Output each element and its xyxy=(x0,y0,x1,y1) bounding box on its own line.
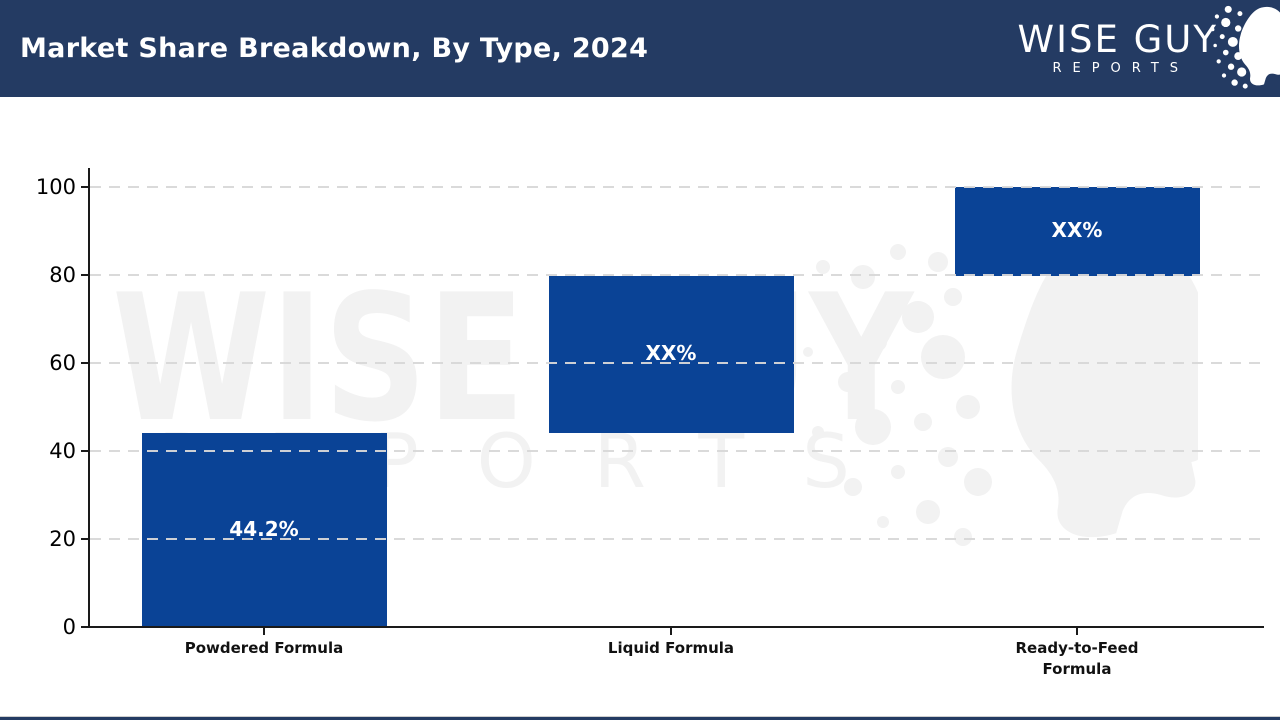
bottom-hairline xyxy=(0,716,1280,717)
x-axis-category-label: Ready-to-Feed Formula xyxy=(1015,639,1139,678)
y-axis-tick-label: 0 xyxy=(62,615,76,639)
x-axis-category-label: Powdered Formula xyxy=(184,639,344,657)
bottom-accent-bar xyxy=(0,717,1280,720)
logo-text: WISE GUY REPORTS xyxy=(1018,21,1218,76)
y-axis-tick-mark xyxy=(81,626,88,628)
x-axis-tick-mark xyxy=(1076,628,1078,635)
x-axis-category-label: Liquid Formula xyxy=(607,639,735,657)
gridline xyxy=(90,186,1264,188)
x-axis-tick-mark xyxy=(670,628,672,635)
y-axis-tick-mark xyxy=(81,362,88,364)
y-axis-tick-label: 100 xyxy=(35,175,76,199)
page-title: Market Share Breakdown, By Type, 2024 xyxy=(20,33,649,64)
y-axis-tick-mark xyxy=(81,274,88,276)
gridline xyxy=(90,362,1264,364)
watermark-face-icon xyxy=(803,223,1198,546)
gridline xyxy=(90,450,1264,452)
y-axis-tick-label: 20 xyxy=(49,527,76,551)
y-axis-line xyxy=(88,168,90,627)
gridline xyxy=(90,538,1264,540)
bar-value-label: XX% xyxy=(1051,218,1103,243)
header-bar: Market Share Breakdown, By Type, 2024 WI… xyxy=(0,0,1280,97)
wise-guy-logo: WISE GUY REPORTS xyxy=(1018,0,1280,97)
y-axis-tick-label: 60 xyxy=(49,351,76,375)
bar-liquid-formula: XX% xyxy=(548,275,794,433)
chart-area: 0 20 40 60 80 100 44.2% Powdered Formula XX% Liqu… xyxy=(0,97,1280,717)
x-axis-line xyxy=(88,626,1264,628)
y-axis-tick-mark xyxy=(81,538,88,540)
bar-value-label: 44.2% xyxy=(229,516,299,541)
gridline xyxy=(90,274,1264,276)
bar-ready-to-feed-formula: XX% xyxy=(954,187,1200,276)
y-axis-tick-label: 80 xyxy=(49,263,76,287)
bar-value-label: XX% xyxy=(645,341,697,366)
y-axis-tick-mark xyxy=(81,186,88,188)
bar-powdered-formula: 44.2% xyxy=(141,432,387,627)
logo-subtitle: REPORTS xyxy=(1052,61,1190,76)
logo-face-icon xyxy=(1210,5,1280,89)
x-axis-tick-mark xyxy=(263,628,265,635)
logo-wordmark: WISE GUY xyxy=(1017,18,1218,61)
y-axis-tick-mark xyxy=(81,450,88,452)
y-axis-tick-label: 40 xyxy=(49,439,76,463)
